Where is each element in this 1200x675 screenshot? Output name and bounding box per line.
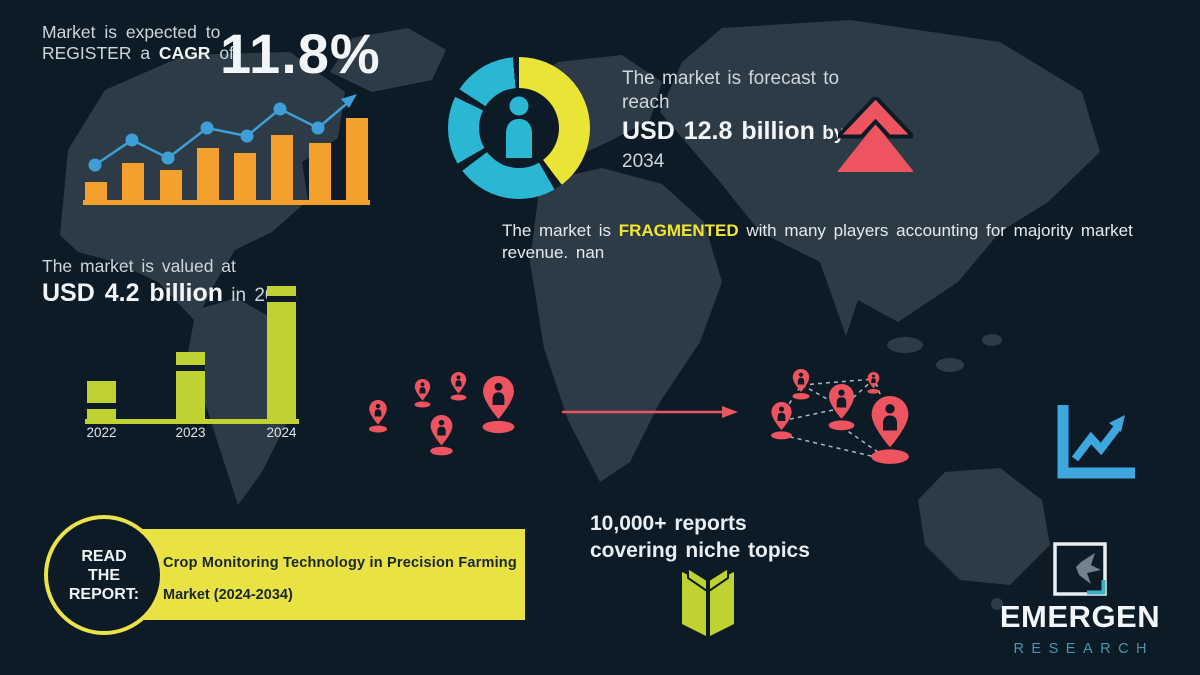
read-report-word3: REPORT:: [68, 585, 140, 603]
fragmented-highlight: FRAGMENTED: [618, 221, 739, 240]
map-pin-icon: [482, 376, 515, 434]
forecast-year: 2034: [622, 151, 665, 172]
cagr-caption-line1: Market is expected to: [42, 22, 221, 42]
forecast-line2: reach: [622, 92, 670, 113]
fragmented-caption: The market is FRAGMENTED with many playe…: [502, 220, 1147, 264]
cagr-caption: Market is expected to REGISTER a CAGR of: [42, 22, 234, 64]
read-report-word1: READ: [81, 547, 127, 565]
trend-dot: [273, 102, 287, 116]
map-pin-icon: [414, 379, 431, 408]
read-report-word2: THE: [88, 566, 120, 584]
report-title-banner[interactable]: Crop Monitoring Technology in Precision …: [141, 529, 525, 620]
valuation-bar: [87, 381, 116, 424]
growth-bar: [271, 135, 294, 200]
map-pin-icon: [871, 396, 909, 464]
double-up-arrow-icon: [838, 97, 913, 172]
map-pin-icon: [368, 400, 388, 433]
map-pin-icon: [828, 384, 855, 431]
trend-dot: [311, 121, 325, 135]
person-icon: [506, 96, 532, 158]
map-pin-icon: [792, 369, 810, 400]
cagr-caption-cagr: CAGR: [158, 43, 211, 63]
report-title-line1: Crop Monitoring Technology in Precision …: [163, 555, 517, 571]
forecast-value: USD 12.8 billion: [622, 117, 815, 145]
forecast-caption: The market is forecast to reach USD 12.8…: [622, 67, 844, 174]
growth-bar: [234, 153, 257, 200]
valuation-line1: The market is valued at: [42, 256, 236, 276]
growth-bar: [308, 143, 331, 200]
cagr-value: 11.8%: [220, 22, 381, 85]
trend-line-overlay: [88, 94, 357, 172]
report-title-line2: Market (2024-2034): [163, 587, 293, 603]
cagr-caption-line2-pre: REGISTER a: [42, 43, 159, 63]
growth-bar: [196, 148, 219, 200]
valuation-year-label: 2022: [86, 425, 117, 440]
line-chart-icon: [1057, 405, 1135, 479]
valuation-value: USD 4.2 billion: [42, 279, 224, 307]
valuation-bar: [176, 352, 205, 424]
trend-arrowhead-icon: [341, 94, 357, 108]
reports-caption: 10,000+ reports covering niche topics: [590, 510, 810, 564]
growth-bar: [159, 170, 182, 200]
growth-bars: [85, 117, 368, 200]
growth-bar: [122, 163, 145, 200]
valuation-chart-baseline: [85, 419, 299, 424]
market-valuation-chart: 2022 2023 2024: [85, 283, 299, 440]
map-pin-icon: [867, 372, 880, 394]
valuation-year-label: 2024: [266, 425, 297, 440]
forecast-line1: The market is forecast to: [622, 68, 840, 89]
person-donut-chart-icon: [448, 57, 590, 199]
logo-square-bird-icon: [1053, 542, 1107, 596]
read-report-button[interactable]: READ THE REPORT:: [44, 515, 164, 635]
growth-bar: [345, 118, 368, 200]
valuation-bar: [267, 286, 296, 424]
fragmented-pre: The market is: [502, 221, 619, 240]
logo-name: EMERGEN: [999, 599, 1161, 634]
map-pin-icon: [771, 402, 792, 440]
trend-dot: [161, 151, 175, 165]
logo-subtitle: RESEARCH: [1013, 641, 1155, 657]
growth-chart-baseline: [83, 200, 370, 205]
reports-line1: 10,000+ reports: [590, 512, 747, 535]
open-book-icon: [682, 566, 734, 636]
trend-dot: [125, 133, 139, 147]
fragmented-post: with many players accounting for majorit…: [502, 221, 1133, 262]
map-pin-icon: [450, 372, 467, 401]
map-pin-icon: [430, 415, 453, 456]
valuation-year-label: 2023: [175, 425, 206, 440]
growth-bar: [85, 182, 107, 200]
growth-trend-chart: [83, 92, 370, 205]
reports-line2: covering niche topics: [590, 539, 810, 562]
cagr-caption-line2-post: of: [210, 43, 234, 63]
forecast-by: by: [814, 123, 845, 144]
trend-dot: [200, 121, 214, 135]
transition-arrow-icon: [562, 406, 738, 418]
emergen-research-logo[interactable]: EMERGEN RESEARCH: [998, 540, 1162, 657]
network-pins-icon: [368, 369, 909, 464]
trend-dot: [240, 129, 254, 143]
trend-dot: [88, 158, 102, 172]
